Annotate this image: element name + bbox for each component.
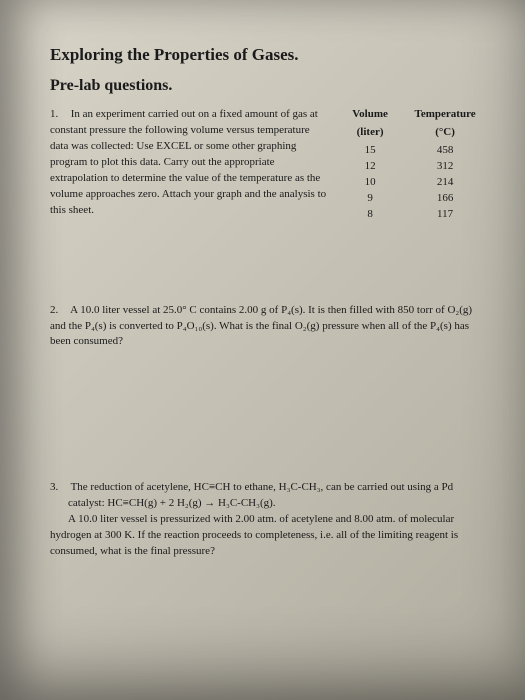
table-row: 12312 bbox=[340, 159, 490, 175]
q2-text: A 10.0 liter vessel at 25.0° C contains … bbox=[50, 304, 472, 348]
q1-text: In an experiment carried out on a fixed … bbox=[50, 108, 326, 216]
question-3: 3. The reduction of acetylene, HC≡CH to … bbox=[50, 480, 490, 560]
question-1: 1. In an experiment carried out on a fix… bbox=[50, 107, 490, 223]
q3-line2: catalyst: HC≡CH(g) + 2 H₂(g) → H₃C-CH₃(g… bbox=[50, 497, 276, 509]
table-header-temperature: Temperature bbox=[400, 107, 490, 125]
q1-number: 1. bbox=[50, 107, 68, 123]
table-row: 15458 bbox=[340, 143, 490, 159]
q2-number: 2. bbox=[50, 303, 68, 319]
table-header-volume-unit: (liter) bbox=[340, 125, 400, 143]
table-row: 10214 bbox=[340, 175, 490, 191]
table-row: 8117 bbox=[340, 207, 490, 223]
q3-line3: A 10.0 liter vessel is pressurized with … bbox=[50, 513, 458, 557]
table-header-temperature-unit: (°C) bbox=[400, 125, 490, 143]
q1-data-table: Volume Temperature (liter) (°C) 15458 12… bbox=[340, 107, 490, 223]
question-2: 2. A 10.0 liter vessel at 25.0° C contai… bbox=[50, 303, 490, 351]
table-header-volume: Volume bbox=[340, 107, 400, 125]
main-title: Exploring the Properties of Gases. bbox=[50, 45, 490, 65]
page: Exploring the Properties of Gases. Pre-l… bbox=[0, 0, 525, 700]
subtitle: Pre-lab questions. bbox=[50, 77, 490, 95]
q3-number: 3. bbox=[50, 480, 68, 496]
q3-line1: The reduction of acetylene, HC≡CH to eth… bbox=[71, 481, 454, 493]
table-row: 9166 bbox=[340, 191, 490, 207]
